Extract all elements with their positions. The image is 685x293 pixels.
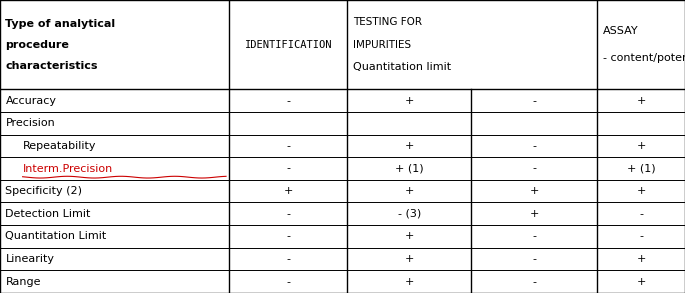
Text: -: - (286, 209, 290, 219)
Text: +: + (405, 96, 414, 106)
Text: IMPURITIES: IMPURITIES (353, 40, 411, 50)
Text: -: - (286, 141, 290, 151)
Text: -: - (532, 96, 536, 106)
Text: Linearity: Linearity (5, 254, 55, 264)
Text: procedure: procedure (5, 40, 69, 50)
Text: +: + (530, 209, 539, 219)
Text: Specificity (2): Specificity (2) (5, 186, 82, 196)
Text: -: - (532, 254, 536, 264)
Text: -: - (532, 231, 536, 241)
Text: ASSAY: ASSAY (603, 26, 638, 37)
Text: Range: Range (5, 277, 41, 287)
Text: + (1): + (1) (395, 163, 423, 173)
Text: +: + (405, 231, 414, 241)
Text: +: + (636, 96, 646, 106)
Text: Repeatability: Repeatability (23, 141, 96, 151)
Text: characteristics: characteristics (5, 61, 98, 71)
Text: +: + (636, 141, 646, 151)
Text: -: - (286, 163, 290, 173)
Text: - content/potency: - content/potency (603, 53, 685, 63)
Text: +: + (284, 186, 293, 196)
Text: Quantitation Limit: Quantitation Limit (5, 231, 107, 241)
Text: -: - (286, 231, 290, 241)
Text: Precision: Precision (5, 118, 55, 128)
Text: Accuracy: Accuracy (5, 96, 56, 106)
Text: IDENTIFICATION: IDENTIFICATION (245, 40, 332, 50)
Text: Detection Limit: Detection Limit (5, 209, 91, 219)
Text: +: + (405, 186, 414, 196)
Text: -: - (639, 231, 643, 241)
Text: TESTING FOR: TESTING FOR (353, 17, 422, 28)
Text: +: + (405, 277, 414, 287)
Text: -: - (286, 96, 290, 106)
Text: +: + (405, 254, 414, 264)
Text: Quantitation limit: Quantitation limit (353, 62, 451, 72)
Text: -: - (286, 254, 290, 264)
Text: Type of analytical: Type of analytical (5, 18, 116, 29)
Text: +: + (405, 141, 414, 151)
Text: +: + (636, 254, 646, 264)
Text: -: - (286, 277, 290, 287)
Text: +: + (636, 277, 646, 287)
Text: +: + (530, 186, 539, 196)
Text: + (1): + (1) (627, 163, 656, 173)
Text: -: - (532, 141, 536, 151)
Text: Interm.Precision: Interm.Precision (23, 163, 113, 173)
Text: -: - (532, 163, 536, 173)
Text: -: - (639, 209, 643, 219)
Text: - (3): - (3) (398, 209, 421, 219)
Text: +: + (636, 186, 646, 196)
Text: -: - (532, 277, 536, 287)
